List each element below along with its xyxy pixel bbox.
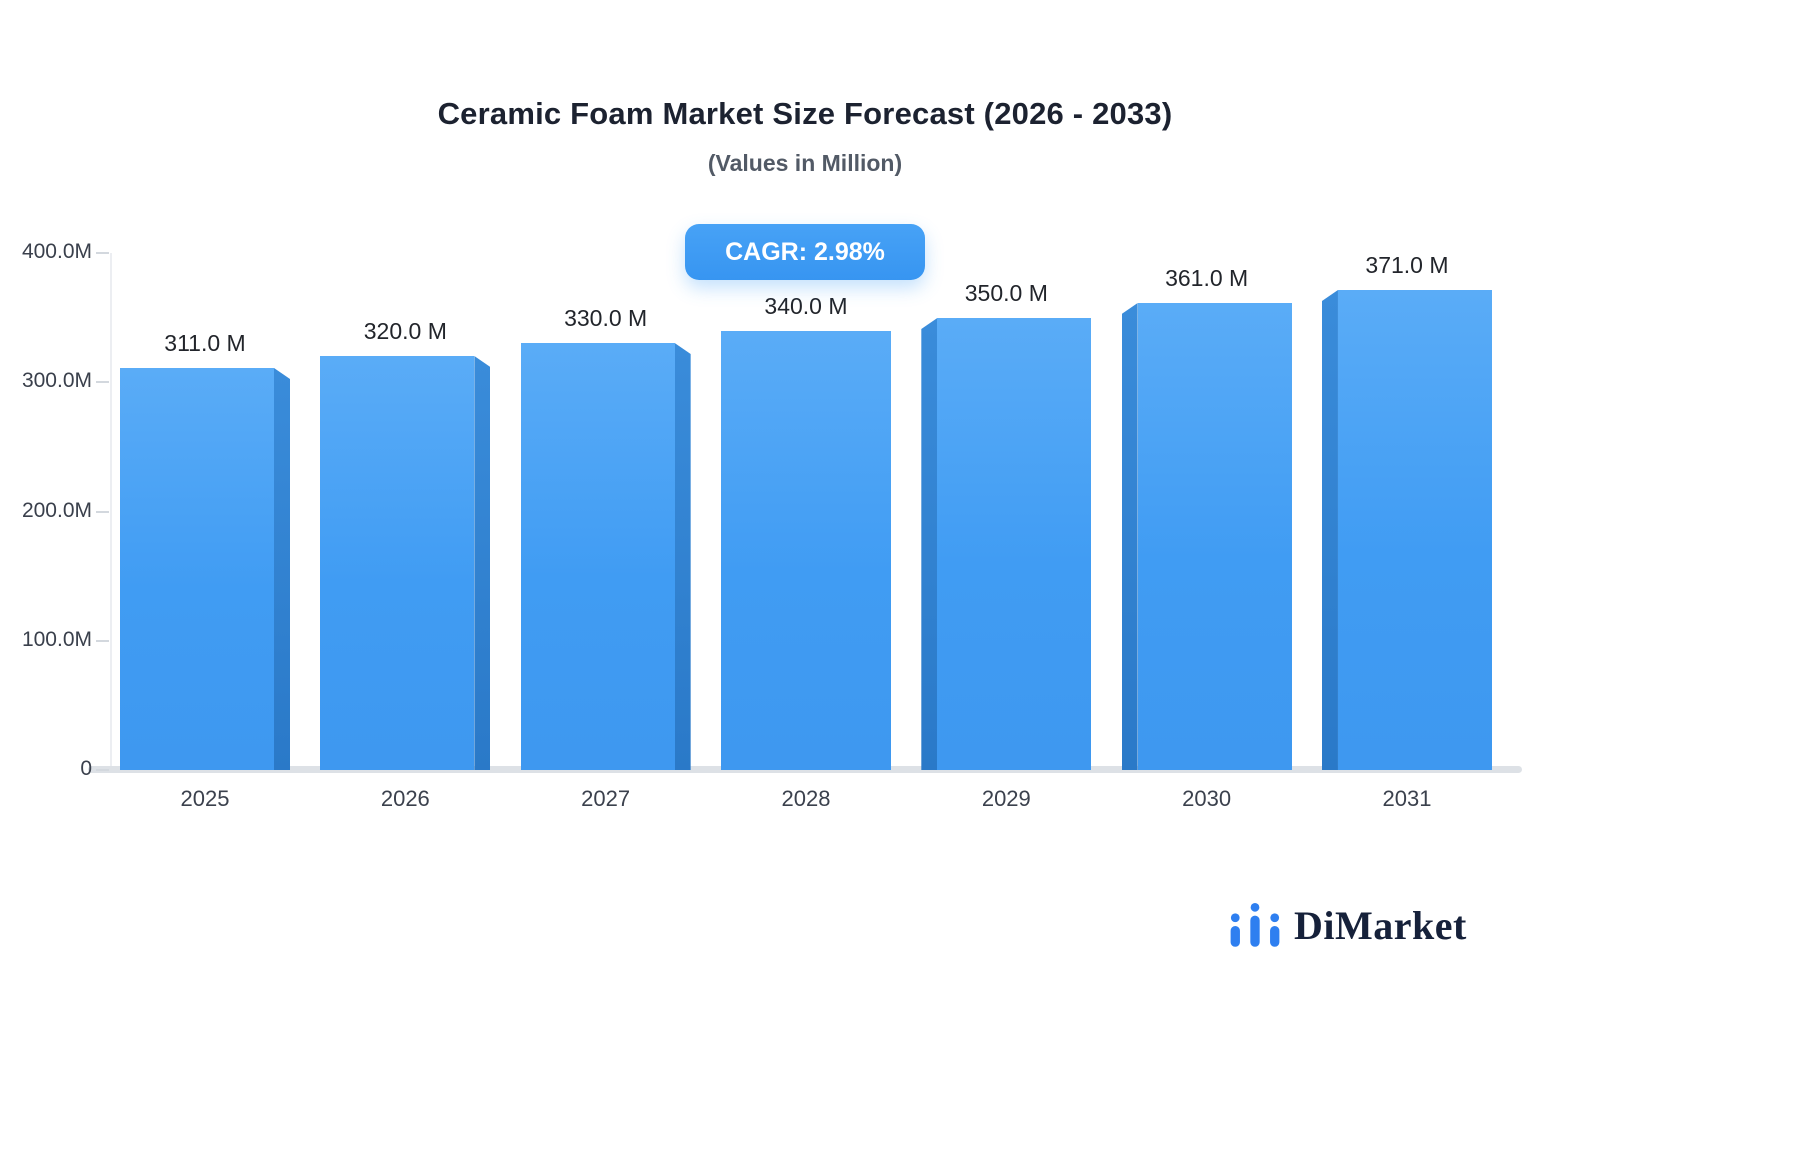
cagr-badge: CAGR: 2.98%: [685, 224, 925, 280]
bar-value-label: 320.0 M: [363, 318, 447, 344]
bar-front-face: [1137, 303, 1292, 770]
y-axis-tick: [96, 252, 109, 254]
bar: [320, 356, 491, 770]
bar-group-2025: 311.0 M 2025: [120, 330, 290, 811]
bar-group-2027: 330.0 M 2027: [520, 305, 691, 811]
bar-side-face: [474, 356, 491, 770]
chart-title: Ceramic Foam Market Size Forecast (2026 …: [437, 96, 1173, 131]
y-axis-label: 300.0M: [21, 369, 92, 393]
x-axis-label: 2029: [981, 786, 1031, 811]
bar-front-face: [937, 318, 1092, 770]
x-axis-label: 2026: [380, 786, 430, 811]
bar-side-face: [921, 318, 938, 770]
x-axis-label: 2030: [1182, 786, 1232, 811]
y-axis-label: 400.0M: [21, 240, 92, 263]
bar-front-face: [320, 356, 475, 770]
bar: [1121, 303, 1292, 770]
chart-subtitle: (Values in Million): [707, 150, 903, 176]
bar-value-label: 361.0 M: [1165, 265, 1249, 291]
bar-side-face: [1321, 290, 1338, 770]
bar-front-face: [720, 331, 891, 770]
x-axis-label: 2027: [581, 786, 631, 811]
bar: [921, 318, 1092, 770]
bar-group-2028: 340.0 M 2028: [720, 293, 891, 811]
bar: [120, 368, 290, 770]
dimarket-logo-text: DiMarket: [1294, 902, 1467, 948]
bar-front-face: [120, 368, 274, 770]
y-axis-label: 200.0M: [21, 498, 92, 522]
bar-group-2026: 320.0 M 2026: [320, 318, 491, 811]
dimarket-logo: DiMarket: [1228, 898, 1467, 952]
bar-group-2031: 371.0 M 2031: [1321, 252, 1492, 811]
bar: [520, 343, 691, 770]
bar: [720, 331, 891, 770]
x-axis-label: 2025: [180, 786, 230, 811]
y-axis-line: [110, 253, 112, 770]
bar: [1321, 290, 1492, 770]
bar-value-label: 350.0 M: [964, 280, 1048, 306]
y-axis-label: 100.0M: [21, 627, 92, 651]
bar-group-2029: 350.0 M 2029: [921, 280, 1092, 811]
x-axis-label: 2031: [1382, 786, 1432, 811]
y-axis-tick: [96, 381, 109, 384]
x-axis-label: 2028: [781, 786, 831, 811]
bar-front-face: [1337, 290, 1492, 770]
bar-front-face: [520, 343, 675, 770]
y-axis-tick: [96, 510, 109, 513]
bar-group-2030: 361.0 M 2030: [1121, 265, 1292, 811]
bar-value-label: 371.0 M: [1365, 252, 1449, 278]
bar-value-label: 340.0 M: [764, 293, 848, 319]
y-axis-label: 0: [80, 757, 92, 780]
bar-side-face: [1121, 303, 1138, 770]
y-axis-tick: [96, 639, 109, 642]
bar-value-label: 330.0 M: [564, 305, 648, 331]
bar-side-face: [274, 368, 290, 770]
bar-side-face: [674, 343, 691, 770]
dimarket-logo-icon: [1230, 902, 1280, 947]
bar-value-label: 311.0 M: [164, 330, 246, 356]
plot-area: 311.0 M 2025 320.0 M 2026 330.0 M 2027 340.0 M…: [120, 252, 1492, 811]
